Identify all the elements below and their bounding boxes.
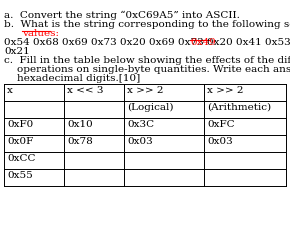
Text: x << 3: x << 3 [67,86,104,95]
Text: (Arithmetic): (Arithmetic) [207,103,271,112]
Text: x >> 2: x >> 2 [207,86,244,95]
Text: 0x78: 0x78 [67,137,93,146]
Text: hexadecimal digits.[10]: hexadecimal digits.[10] [4,74,140,83]
Text: (Logical): (Logical) [127,103,173,112]
Text: operations on single-byte quantities. Write each answer as two: operations on single-byte quantities. Wr… [4,65,290,74]
Text: values:: values: [22,29,59,38]
Text: c.  Fill in the table below showing the effects of the different shift: c. Fill in the table below showing the e… [4,56,290,65]
Text: x >> 2: x >> 2 [127,86,164,95]
Text: x: x [7,86,13,95]
Text: b.  What is the string corresponding to the following series of ASCII: b. What is the string corresponding to t… [4,20,290,29]
Text: 0xFC: 0xFC [207,120,235,129]
Text: 0x0F: 0x0F [7,137,33,146]
Text: 0x54 0x68 0x69 0x73 0x20 0x69 0x73 0x20 0x41 0x53 0x43 0x49: 0x54 0x68 0x69 0x73 0x20 0x69 0x73 0x20 … [4,38,290,47]
Text: 0x03: 0x03 [127,137,153,146]
Text: 0xCC: 0xCC [7,154,35,163]
Text: 0x21: 0x21 [4,47,30,56]
Text: 0x03: 0x03 [207,137,233,146]
Text: a.  Convert the string “0xC69A5” into ASCII.: a. Convert the string “0xC69A5” into ASC… [4,11,240,20]
Text: 0xF0: 0xF0 [7,120,33,129]
Text: 0x3C: 0x3C [127,120,154,129]
Text: 0x55: 0x55 [7,171,33,180]
Text: 0x49: 0x49 [190,38,216,47]
Text: 0x10: 0x10 [67,120,93,129]
